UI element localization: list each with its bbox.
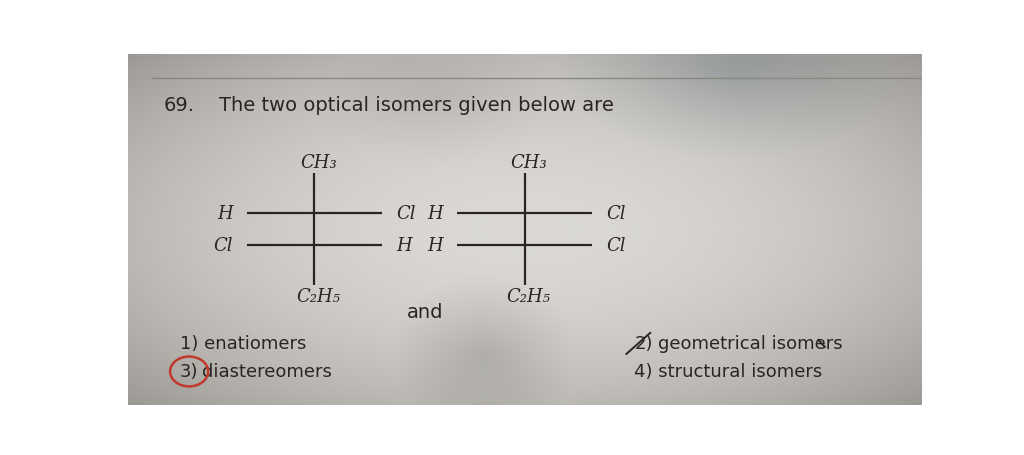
Text: Cl: Cl	[606, 237, 626, 254]
Text: 1) enatiomers: 1) enatiomers	[179, 335, 306, 353]
Text: H: H	[217, 205, 232, 223]
Text: H: H	[396, 237, 412, 254]
Text: Cl: Cl	[606, 205, 626, 223]
Text: H: H	[427, 205, 443, 223]
Text: 3): 3)	[180, 363, 199, 381]
Text: C₂H₅: C₂H₅	[297, 288, 340, 306]
Text: C₂H₅: C₂H₅	[507, 288, 551, 306]
Text: The two optical isomers given below are: The two optical isomers given below are	[219, 96, 614, 115]
Text: CH₃: CH₃	[510, 154, 547, 172]
Text: Cl: Cl	[213, 237, 232, 254]
Text: diastereomers: diastereomers	[202, 363, 332, 381]
Text: geometrical isomers: geometrical isomers	[658, 335, 843, 353]
Text: and: and	[408, 303, 443, 322]
Text: CH₃: CH₃	[300, 154, 337, 172]
Text: Cl: Cl	[396, 205, 416, 223]
Text: 2): 2)	[634, 335, 653, 353]
Text: 69.: 69.	[164, 96, 195, 115]
Text: 4) structural isomers: 4) structural isomers	[634, 363, 822, 381]
Text: H: H	[427, 237, 443, 254]
